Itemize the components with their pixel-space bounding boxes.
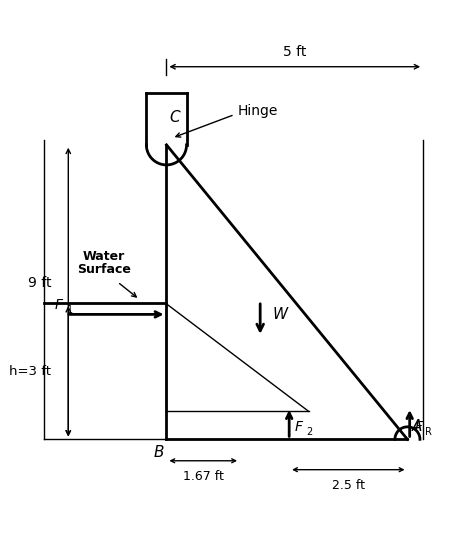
Text: 2.5 ft: 2.5 ft	[332, 479, 365, 492]
Text: A: A	[412, 419, 423, 434]
Text: Hinge: Hinge	[238, 104, 278, 119]
Text: F: F	[414, 420, 422, 434]
Text: F: F	[295, 420, 302, 434]
Text: 2: 2	[306, 427, 312, 437]
Text: 1: 1	[67, 305, 73, 315]
Text: W: W	[273, 307, 288, 322]
Text: Surface: Surface	[77, 263, 131, 276]
Text: F: F	[55, 298, 63, 312]
Text: 1.67 ft: 1.67 ft	[183, 469, 224, 483]
Text: R: R	[425, 427, 432, 437]
Text: Water: Water	[83, 250, 125, 263]
Text: 5 ft: 5 ft	[283, 45, 307, 59]
Text: B: B	[153, 445, 164, 460]
Text: h=3 ft: h=3 ft	[9, 365, 51, 378]
Text: 9 ft: 9 ft	[28, 276, 51, 290]
Text: C: C	[169, 110, 180, 125]
